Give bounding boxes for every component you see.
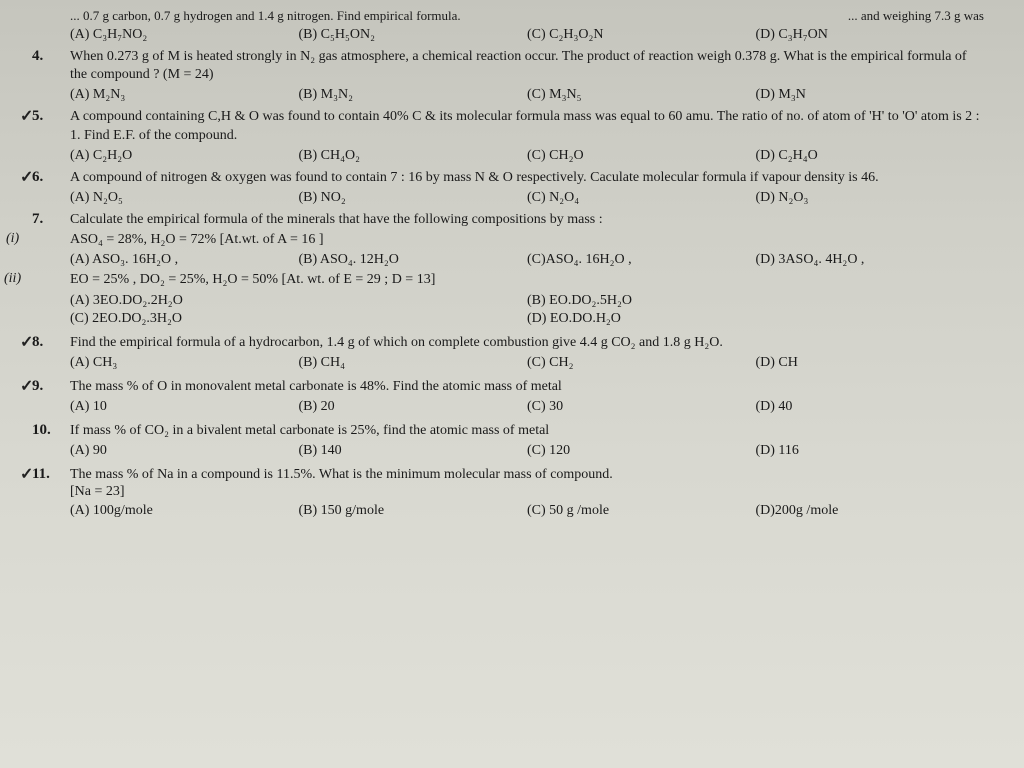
q7-i-opt-a: (A) ASO₃. 16H₂O , [70,251,299,269]
q9-options: (A) 10 (B) 20 (C) 30 (D) 40 [70,398,984,416]
q11-opt-b: (B) 150 g/mole [299,502,528,520]
q5-opt-a: (A) C₂H₂O [70,147,299,165]
q11-text: The mass % of Na in a compound is 11.5%.… [70,466,984,484]
q9-opt-d: (D) 40 [756,398,985,416]
q7-ii-opt-a: (A) 3EO.DO₂.2H₂O [70,292,527,310]
q7-ii-options: (A) 3EO.DO₂.2H₂O (B) EO.DO₂.5H₂O (C) 2EO… [70,292,984,328]
q11: 11. The mass % of Na in a compound is 11… [70,466,984,520]
q7-num: 7. [32,211,43,228]
q7-ii-label: (ii) [4,271,21,287]
q6-num: 6. [32,169,43,186]
q8-opt-a: (A) CH₃ [70,354,299,372]
q3-opt-b: (B) C₅H₅ON₂ [299,26,528,44]
q6: 6. A compound of nitrogen & oxygen was f… [70,169,984,207]
q5-opt-c: (C) CH₂O [527,147,756,165]
q7-text: Calculate the empirical formula of the m… [70,211,984,229]
q10-text: If mass % of CO₂ in a bivalent metal car… [70,422,984,440]
exam-page: ... 0.7 g carbon, 0.7 g hydrogen and 1.4… [0,0,1024,768]
q10-opt-c: (C) 120 [527,442,756,460]
q10-options: (A) 90 (B) 140 (C) 120 (D) 116 [70,442,984,460]
q5-options: (A) C₂H₂O (B) CH₄O₂ (C) CH₂O (D) C₂H₄O [70,147,984,165]
q5-text: A compound containing C,H & O was found … [70,108,984,144]
q4-num: 4. [32,48,43,65]
q7-i-opt-b: (B) ASO₄. 12H₂O [299,251,528,269]
q7-part-ii: (ii) EO = 25% , DO₂ = 25%, H₂O = 50% [At… [70,271,984,327]
q11-options: (A) 100g/mole (B) 150 g/mole (C) 50 g /m… [70,502,984,520]
q8-num: 8. [32,334,43,351]
q8-opt-d: (D) CH [756,354,985,372]
q9-num: 9. [32,378,43,395]
q10-opt-b: (B) 140 [299,442,528,460]
q3-intro: ... 0.7 g carbon, 0.7 g hydrogen and 1.4… [70,8,461,24]
q3-intro2: ... and weighing 7.3 g was [848,8,984,24]
q11-note: [Na = 23] [70,484,984,500]
q4-opt-b: (B) M₃N₂ [299,86,528,104]
q6-opt-d: (D) N₂O₃ [756,189,985,207]
q5-opt-d: (D) C₂H₄O [756,147,985,165]
q6-opt-a: (A) N₂O₅ [70,189,299,207]
q3-opt-c: (C) C₂H₃O₂N [527,26,756,44]
q7-ii-text: EO = 25% , DO₂ = 25%, H₂O = 50% [At. wt.… [70,271,984,289]
q4-text: When 0.273 g of M is heated strongly in … [70,48,984,84]
q7-part-i: (i) ASO₄ = 28%, H₂O = 72% [At.wt. of A =… [70,231,984,269]
q8-opt-b: (B) CH₄ [299,354,528,372]
q8-options: (A) CH₃ (B) CH₄ (C) CH₂ (D) CH [70,354,984,372]
q11-num: 11. [32,466,50,483]
q10-opt-d: (D) 116 [756,442,985,460]
q5: 5. A compound containing C,H & O was fou… [70,108,984,164]
q9: 9. The mass % of O in monovalent metal c… [70,378,984,416]
q8-opt-c: (C) CH₂ [527,354,756,372]
q4-opt-d: (D) M₃N [756,86,985,104]
q8: 8. Find the empirical formula of a hydro… [70,334,984,372]
q11-opt-c: (C) 50 g /mole [527,502,756,520]
q5-opt-b: (B) CH₄O₂ [299,147,528,165]
q6-options: (A) N₂O₅ (B) NO₂ (C) N₂O₄ (D) N₂O₃ [70,189,984,207]
q9-opt-c: (C) 30 [527,398,756,416]
q4-opt-a: (A) M₂N₃ [70,86,299,104]
q6-opt-b: (B) NO₂ [299,189,528,207]
q11-opt-d: (D)200g /mole [756,502,985,520]
q10-opt-a: (A) 90 [70,442,299,460]
q7-i-opt-c: (C)ASO₄. 16H₂O , [527,251,756,269]
q7-ii-opt-d: (D) EO.DO.H₂O [527,310,984,328]
q7-i-text: ASO₄ = 28%, H₂O = 72% [At.wt. of A = 16 … [70,231,984,249]
q3-opt-d: (D) C₃H₇ON [756,26,985,44]
q5-num: 5. [32,108,43,125]
q4-opt-c: (C) M₃N₅ [527,86,756,104]
q11-opt-a: (A) 100g/mole [70,502,299,520]
q10: 10. If mass % of CO₂ in a bivalent metal… [70,422,984,460]
q7-ii-opt-b: (B) EO.DO₂.5H₂O [527,292,984,310]
q7-ii-opt-c: (C) 2EO.DO₂.3H₂O [70,310,527,328]
q3-opt-a: (A) C₃H₇NO₂ [70,26,299,44]
q7-i-label: (i) [6,231,19,247]
q7: 7. Calculate the empirical formula of th… [70,211,984,328]
q9-text: The mass % of O in monovalent metal carb… [70,378,984,396]
q4-options: (A) M₂N₃ (B) M₃N₂ (C) M₃N₅ (D) M₃N [70,86,984,104]
q3-fragment: ... 0.7 g carbon, 0.7 g hydrogen and 1.4… [70,8,984,44]
q6-opt-c: (C) N₂O₄ [527,189,756,207]
q6-text: A compound of nitrogen & oxygen was foun… [70,169,984,187]
q3-options: (A) C₃H₇NO₂ (B) C₅H₅ON₂ (C) C₂H₃O₂N (D) … [70,26,984,44]
q9-opt-a: (A) 10 [70,398,299,416]
q9-opt-b: (B) 20 [299,398,528,416]
q7-i-opt-d: (D) 3ASO₄. 4H₂O , [756,251,985,269]
q4: 4. When 0.273 g of M is heated strongly … [70,48,984,104]
q8-text: Find the empirical formula of a hydrocar… [70,334,984,352]
q10-num: 10. [32,422,51,439]
q7-i-options: (A) ASO₃. 16H₂O , (B) ASO₄. 12H₂O (C)ASO… [70,251,984,269]
